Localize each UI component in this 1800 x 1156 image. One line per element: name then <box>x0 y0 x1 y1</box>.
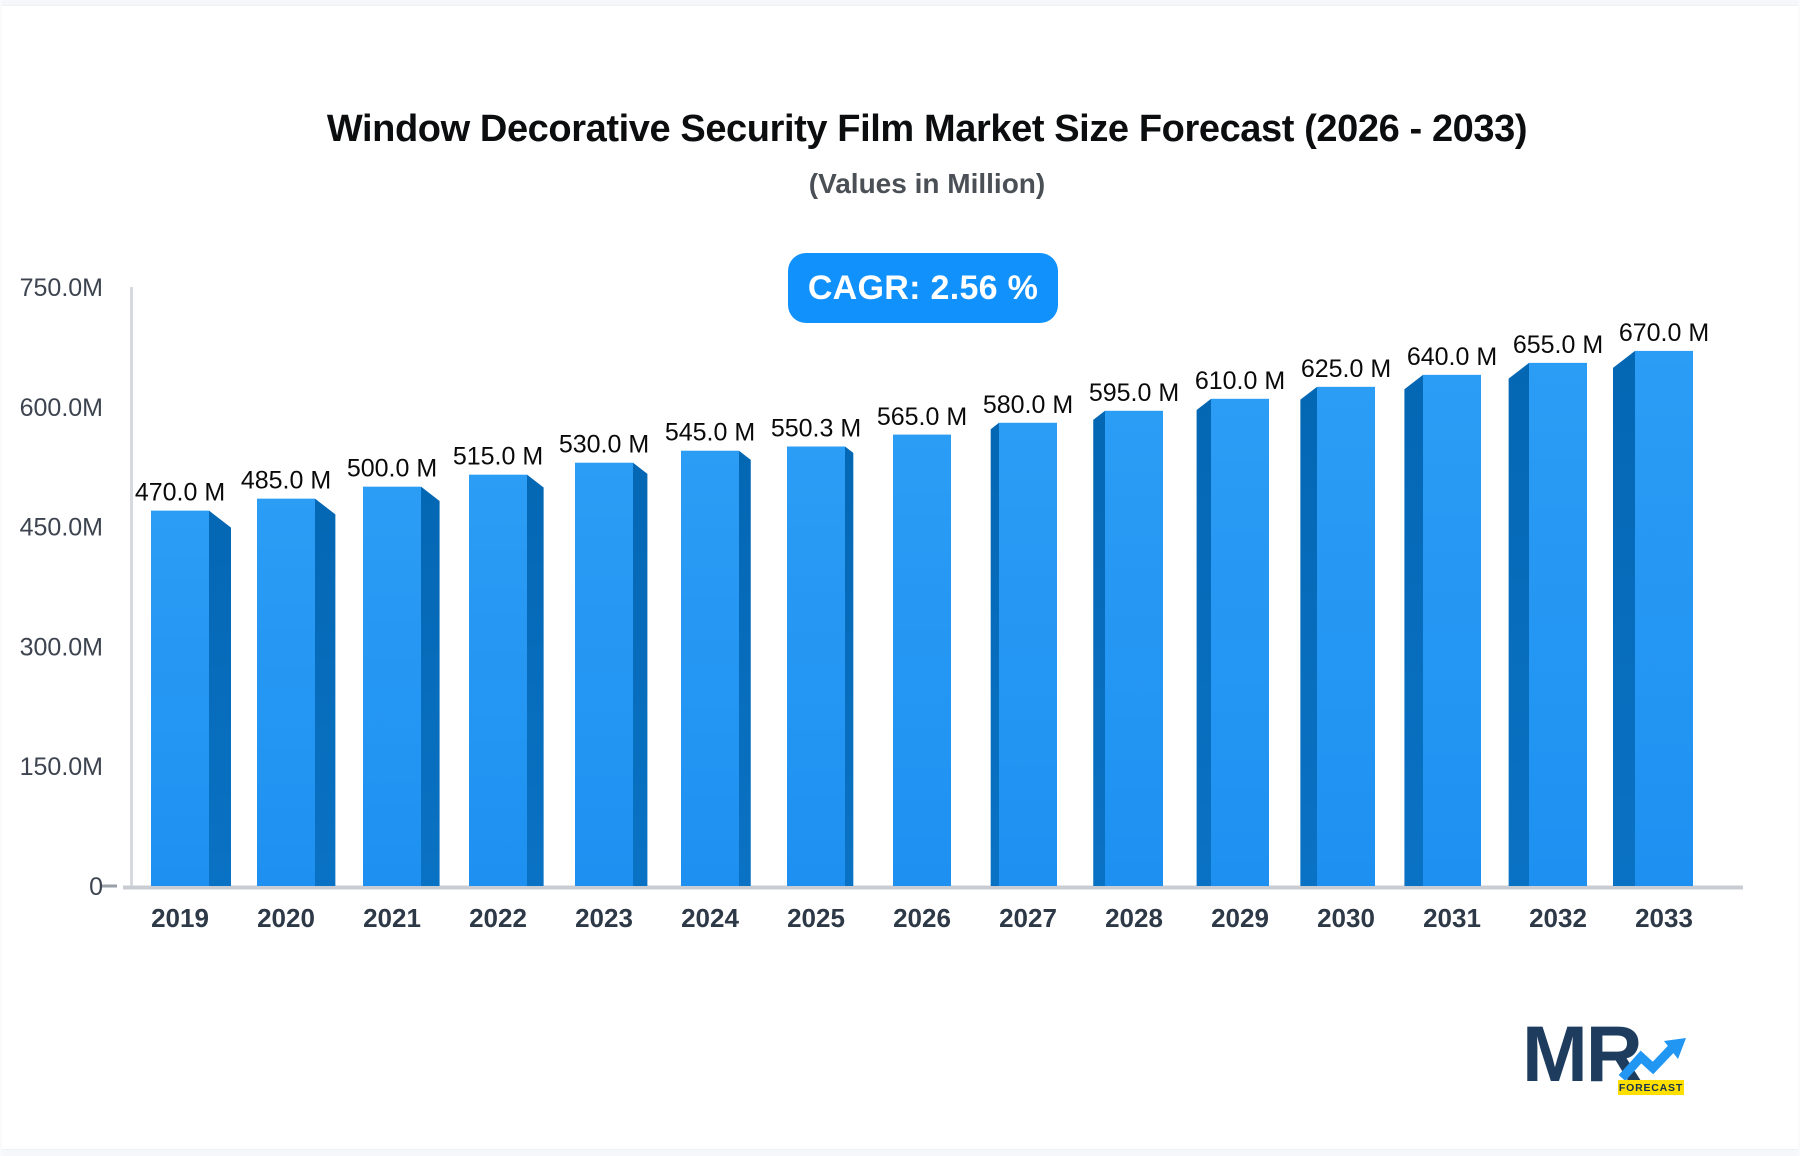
x-category-label: 2026 <box>893 903 951 933</box>
frame-top-strip <box>0 0 1800 6</box>
bar-value-label: 550.3 M <box>771 414 861 442</box>
bar-front-face-2030 <box>1317 386 1375 886</box>
bar-value-label: 500.0 M <box>347 455 437 483</box>
bar-side-face <box>1093 410 1105 886</box>
y-tick-label: 150.0M <box>20 753 103 781</box>
bar-side-face <box>633 462 648 886</box>
bar-side-face <box>527 474 544 886</box>
bar-front-face-2019 <box>151 510 209 886</box>
bar-value-label: 485.0 M <box>241 467 331 495</box>
bar-side-face <box>315 498 336 886</box>
logo-tagline: FORECAST <box>1618 1080 1684 1095</box>
x-category-label: 2030 <box>1317 903 1375 933</box>
bar-front-face-2024 <box>681 450 739 886</box>
x-category-label: 2020 <box>257 903 315 933</box>
x-category-label: 2025 <box>787 903 845 933</box>
bar-front-face-2028 <box>1105 410 1163 886</box>
x-category-label: 2021 <box>363 903 421 933</box>
page-subtitle: (Values in Million) <box>808 168 1046 199</box>
x-category-label: 2028 <box>1105 903 1163 933</box>
logo-brand-text: MR <box>1522 1009 1643 1098</box>
bar-front-face-2020 <box>257 498 315 886</box>
frame-right-edge <box>1798 0 1800 1156</box>
bar-value-label: 670.0 M <box>1619 319 1709 347</box>
bar-side-face <box>1300 386 1317 886</box>
x-category-label: 2022 <box>469 903 527 933</box>
y-tick-label: 0 <box>89 873 103 901</box>
bar-front-face-2026 <box>893 434 951 886</box>
bar-side-face <box>1508 362 1529 887</box>
brand-logo: MR FORECAST <box>1522 1014 1702 1110</box>
bar-side-face <box>1404 374 1423 886</box>
bar-value-label: 530.0 M <box>559 431 649 459</box>
bar-value-label: 640.0 M <box>1407 343 1497 371</box>
y-tick-label: 450.0M <box>20 514 103 542</box>
bar-value-label: 610.0 M <box>1195 367 1285 395</box>
bar-side-face <box>739 450 751 886</box>
bar-front-face-2033 <box>1635 350 1693 887</box>
bar-side-face <box>990 422 999 886</box>
bar-value-label: 580.0 M <box>983 391 1073 419</box>
bar-side-face <box>209 510 231 886</box>
bar-side-face <box>845 446 854 886</box>
bar-side-face <box>1613 350 1635 887</box>
y-tick-label: 300.0M <box>20 633 103 661</box>
bar-front-face-2023 <box>575 462 633 886</box>
x-category-label: 2027 <box>999 903 1057 933</box>
cagr-badge: CAGR: 2.56 % <box>788 253 1058 323</box>
y-tick-label: 750.0M <box>20 274 103 302</box>
bar-side-face <box>1196 398 1211 886</box>
frame-bottom-strip <box>0 1149 1800 1156</box>
bar-front-face-2029 <box>1211 398 1269 886</box>
x-category-label: 2024 <box>681 903 739 933</box>
bar-front-face-2025 <box>787 446 845 886</box>
bar-value-label: 655.0 M <box>1513 331 1603 359</box>
x-category-label: 2033 <box>1635 903 1693 933</box>
y-tick-label: 600.0M <box>20 394 103 422</box>
bar-front-face-2032 <box>1529 362 1587 887</box>
x-category-label: 2029 <box>1211 903 1269 933</box>
x-category-label: 2031 <box>1423 903 1481 933</box>
frame-left-edge <box>0 0 2 1156</box>
x-category-label: 2019 <box>151 903 209 933</box>
bar-front-face-2027 <box>999 422 1057 886</box>
x-category-label: 2023 <box>575 903 633 933</box>
bar-value-label: 545.0 M <box>665 419 755 447</box>
trend-arrow-icon <box>1618 1038 1686 1082</box>
bar-value-label: 470.0 M <box>135 479 225 507</box>
page-title: Window Decorative Security Film Market S… <box>326 108 1528 150</box>
x-category-label: 2032 <box>1529 903 1587 933</box>
bar-side-face <box>421 486 440 886</box>
bar-value-label: 625.0 M <box>1301 355 1391 383</box>
bar-front-face-2022 <box>469 474 527 886</box>
bar-value-label: 515.0 M <box>453 443 543 471</box>
bar-front-face-2031 <box>1423 374 1481 886</box>
bar-front-face-2021 <box>363 486 421 886</box>
bar-value-label: 595.0 M <box>1089 379 1179 407</box>
bar-value-label: 565.0 M <box>877 403 967 431</box>
